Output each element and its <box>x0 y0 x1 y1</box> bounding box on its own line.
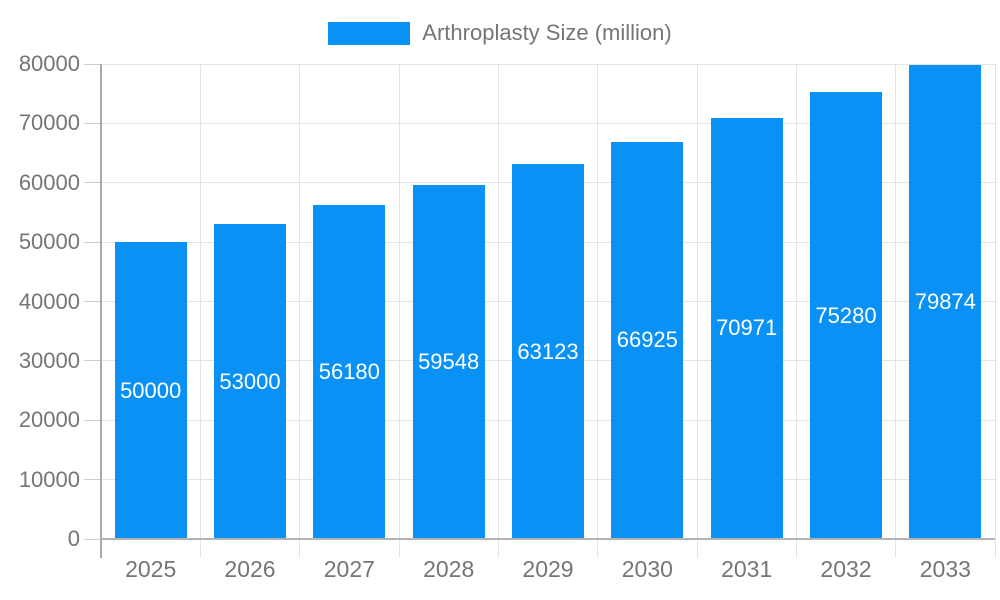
bar-value-label: 75280 <box>815 302 877 328</box>
bar-value-label: 56180 <box>318 359 380 385</box>
v-gridline <box>398 64 400 558</box>
y-tick <box>84 122 101 124</box>
h-gridline <box>101 63 995 65</box>
y-tick <box>84 360 101 362</box>
v-gridline <box>795 64 797 558</box>
v-gridline <box>895 64 897 558</box>
v-gridline <box>199 64 201 558</box>
v-gridline <box>299 64 301 558</box>
v-gridline <box>696 64 698 558</box>
bar[interactable] <box>114 242 187 539</box>
x-axis-label: 2027 <box>323 556 375 582</box>
v-gridline <box>994 64 996 558</box>
y-axis-label: 30000 <box>18 347 80 373</box>
y-tick <box>84 479 101 481</box>
y-axis-label: 0 <box>67 526 80 551</box>
h-gridline <box>101 122 995 124</box>
y-axis-label: 40000 <box>18 288 80 314</box>
bar[interactable] <box>214 224 286 539</box>
bar[interactable] <box>412 185 485 539</box>
bar[interactable] <box>611 141 684 539</box>
bar-value-label: 59548 <box>418 349 480 375</box>
bar[interactable] <box>710 117 783 539</box>
y-axis-label: 70000 <box>18 110 80 136</box>
y-tick <box>84 538 101 540</box>
bar-value-label: 79874 <box>914 288 976 314</box>
x-axis-line <box>101 538 995 540</box>
bar[interactable] <box>909 64 982 539</box>
y-tick <box>84 419 101 421</box>
bar-value-label: 50000 <box>120 377 182 403</box>
x-axis-label: 2028 <box>423 556 475 582</box>
bar-value-label: 70971 <box>716 315 778 341</box>
bar-value-label: 66925 <box>616 327 678 353</box>
bar[interactable] <box>313 205 386 539</box>
y-tick <box>84 301 101 302</box>
bar-value-label: 53000 <box>219 368 281 394</box>
x-axis-label: 2030 <box>621 556 673 582</box>
x-axis-label: 2031 <box>721 556 773 582</box>
y-axis-line <box>100 64 102 558</box>
y-tick <box>84 182 101 184</box>
y-tick <box>84 63 101 65</box>
y-axis-label: 60000 <box>18 169 80 195</box>
y-axis-label: 50000 <box>18 229 80 255</box>
x-axis-label: 2032 <box>820 556 872 582</box>
y-axis-label: 10000 <box>18 466 80 492</box>
legend-swatch <box>328 21 411 45</box>
x-axis-label: 2025 <box>125 556 177 582</box>
v-gridline <box>497 64 499 558</box>
chart-legend[interactable]: Arthroplasty Size (million) <box>0 20 1000 46</box>
bar[interactable] <box>512 164 584 539</box>
y-axis-label: 20000 <box>18 407 80 433</box>
y-axis-label: 80000 <box>18 51 80 76</box>
y-tick <box>84 241 101 243</box>
bar-value-label: 63123 <box>517 338 579 364</box>
x-axis-label: 2033 <box>919 556 971 582</box>
v-gridline <box>597 64 599 558</box>
x-axis-label: 2026 <box>224 556 276 582</box>
legend-label: Arthroplasty Size (million) <box>422 20 672 45</box>
x-axis-label: 2029 <box>522 556 574 582</box>
bar[interactable] <box>810 92 882 539</box>
